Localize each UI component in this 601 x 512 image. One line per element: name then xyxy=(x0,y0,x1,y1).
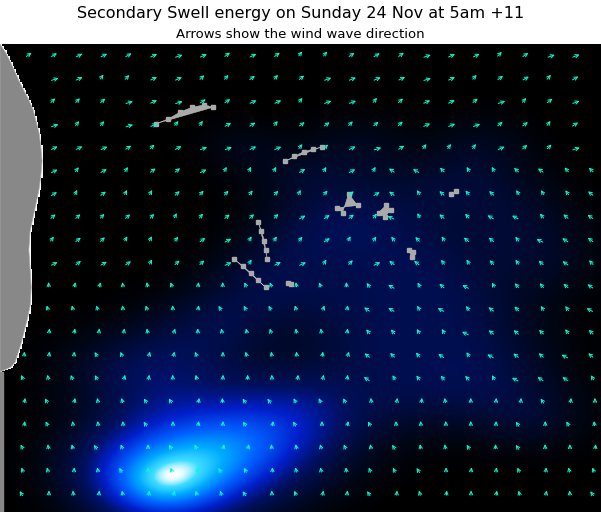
Polygon shape xyxy=(409,250,413,257)
Polygon shape xyxy=(379,205,391,217)
Polygon shape xyxy=(156,105,213,123)
Text: Secondary Swell energy on Sunday 24 Nov at 5am +11: Secondary Swell energy on Sunday 24 Nov … xyxy=(77,6,524,20)
Polygon shape xyxy=(234,259,266,287)
Polygon shape xyxy=(285,147,322,161)
Polygon shape xyxy=(0,44,42,372)
Polygon shape xyxy=(337,194,358,212)
Polygon shape xyxy=(258,222,267,259)
Text: Arrows show the wind wave direction: Arrows show the wind wave direction xyxy=(176,28,425,41)
